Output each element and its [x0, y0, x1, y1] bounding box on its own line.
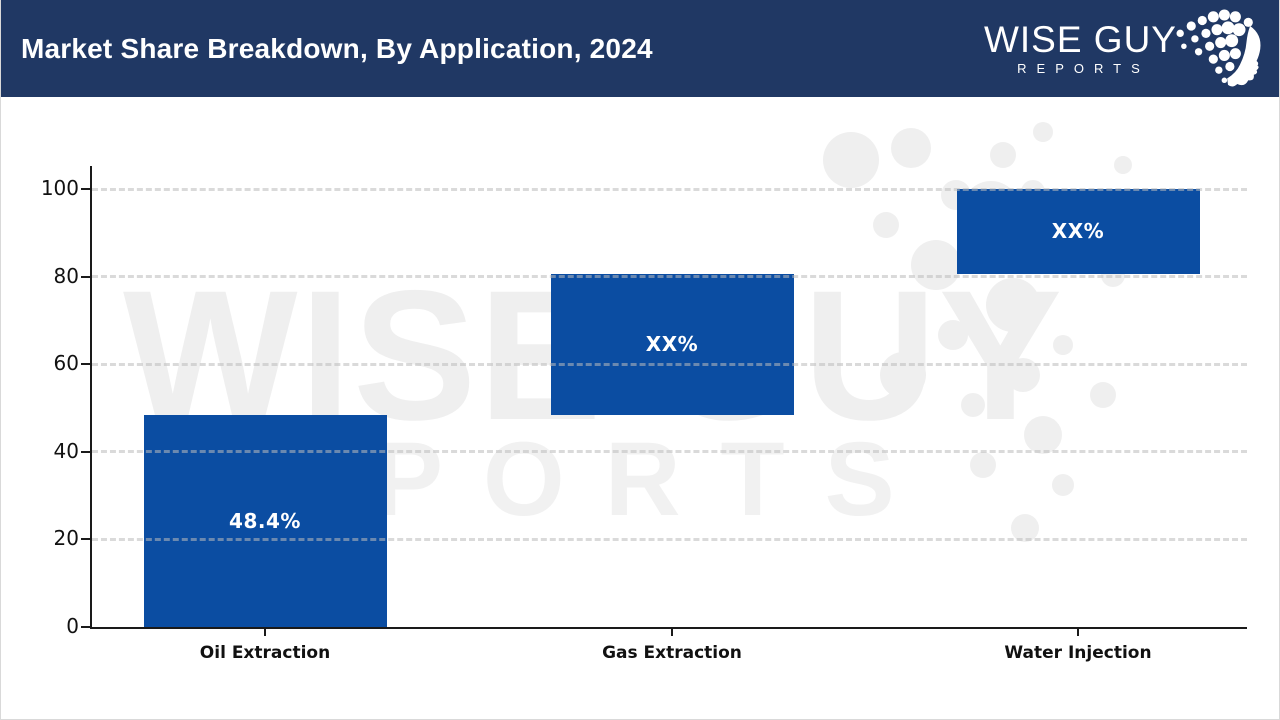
bar-value-label: 48.4% [229, 508, 301, 533]
x-category-label-0: Oil Extraction [199, 642, 331, 663]
x-tick-mark-0 [264, 628, 266, 636]
y-axis-line [90, 166, 92, 629]
bar-value-label: XX% [645, 332, 699, 357]
y-tick-label-40: 40 [53, 438, 79, 463]
y-tick-mark-60 [81, 363, 91, 365]
gridline-100 [92, 187, 1247, 191]
x-tick-mark-1 [671, 628, 673, 636]
bar-value-label: XX% [1051, 219, 1105, 244]
gridline-60 [92, 362, 1247, 366]
page-title: Market Share Breakdown, By Application, … [21, 32, 653, 64]
y-tick-label-80: 80 [53, 263, 79, 288]
logo-head-icon [1176, 8, 1261, 87]
x-category-label-2: Water Injection [1004, 642, 1152, 663]
header-bar: Market Share Breakdown, By Application, … [1, 0, 1279, 97]
x-category-label-1: Gas Extraction [602, 642, 742, 663]
y-tick-mark-0 [81, 625, 91, 628]
bar-oil-extraction: 48.4% [143, 414, 387, 627]
x-tick-mark-2 [1077, 628, 1079, 636]
y-tick-label-60: 60 [53, 351, 79, 375]
chart-plot-area: 0 20 40 60 80 100 48.4% Oil Extraction XX% Gas Ex… [1, 97, 1279, 717]
y-tick-mark-40 [81, 450, 91, 453]
y-tick-label-0: 0 [66, 613, 79, 638]
x-axis-line [90, 626, 1247, 629]
gridline-40 [92, 450, 1247, 453]
logo-wordmark: WISE GUY [983, 19, 1177, 61]
y-tick-label-20: 20 [53, 526, 79, 550]
gridline-20 [92, 537, 1247, 541]
bar-gas-extraction: XX% [550, 273, 794, 415]
logo-text: WISE GUY REPORTS [983, 19, 1177, 76]
logo-subtitle: REPORTS [1017, 60, 1150, 76]
bar-water-injection: XX% [956, 189, 1200, 274]
y-tick-mark-100 [81, 188, 91, 190]
y-tick-mark-80 [81, 275, 91, 278]
gridline-80 [92, 275, 1247, 278]
wise-guy-logo: WISE GUY REPORTS [984, 6, 1263, 92]
y-tick-label-100: 100 [40, 176, 79, 200]
y-tick-mark-20 [81, 538, 91, 540]
